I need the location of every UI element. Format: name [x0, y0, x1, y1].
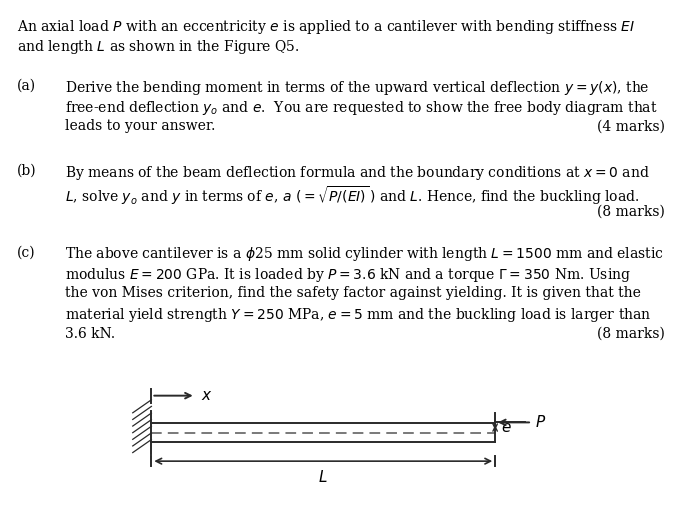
Text: $e$: $e$: [501, 421, 512, 434]
Text: (b): (b): [17, 164, 37, 178]
Text: (8 marks): (8 marks): [597, 205, 665, 219]
Text: the von Mises criterion, find the safety factor against yielding. It is given th: the von Mises criterion, find the safety…: [65, 286, 640, 300]
Text: material yield strength $Y = 250$ MPa, $e = 5$ mm and the buckling load is large: material yield strength $Y = 250$ MPa, $…: [65, 306, 651, 324]
Text: 3.6 kN.: 3.6 kN.: [65, 327, 115, 341]
Text: leads to your answer.: leads to your answer.: [65, 119, 215, 134]
Text: $L$, solve $y_o$ and $y$ in terms of $e$, $a$ $(=\sqrt{P/(EI)}\,)$ and $L$. Henc: $L$, solve $y_o$ and $y$ in terms of $e$…: [65, 184, 639, 207]
Text: Derive the bending moment in terms of the upward vertical deflection $y = y(x)$,: Derive the bending moment in terms of th…: [65, 79, 649, 97]
Text: free-end deflection $y_o$ and $e$.  You are requested to show the free body diag: free-end deflection $y_o$ and $e$. You a…: [65, 99, 657, 117]
Text: (8 marks): (8 marks): [597, 327, 665, 341]
Text: $L$: $L$: [318, 469, 328, 485]
Text: (a): (a): [17, 79, 36, 93]
Text: The above cantilever is a $\phi$25 mm solid cylinder with length $L = 1500$ mm a: The above cantilever is a $\phi$25 mm so…: [65, 245, 664, 263]
Text: (c): (c): [17, 245, 35, 260]
Text: An axial load $P$ with an eccentricity $e$ is applied to a cantilever with bendi: An axial load $P$ with an eccentricity $…: [17, 18, 636, 36]
Text: $x$: $x$: [201, 389, 212, 403]
Text: (4 marks): (4 marks): [597, 119, 665, 134]
Text: modulus $E = 200$ GPa. It is loaded by $P = 3.6$ kN and a torque $\Gamma = 350$ : modulus $E = 200$ GPa. It is loaded by $…: [65, 266, 631, 283]
Text: and length $L$ as shown in the Figure Q5.: and length $L$ as shown in the Figure Q5…: [17, 38, 300, 56]
Text: $P$: $P$: [535, 415, 546, 430]
Text: By means of the beam deflection formula and the boundary conditions at $x = 0$ a: By means of the beam deflection formula …: [65, 164, 649, 182]
